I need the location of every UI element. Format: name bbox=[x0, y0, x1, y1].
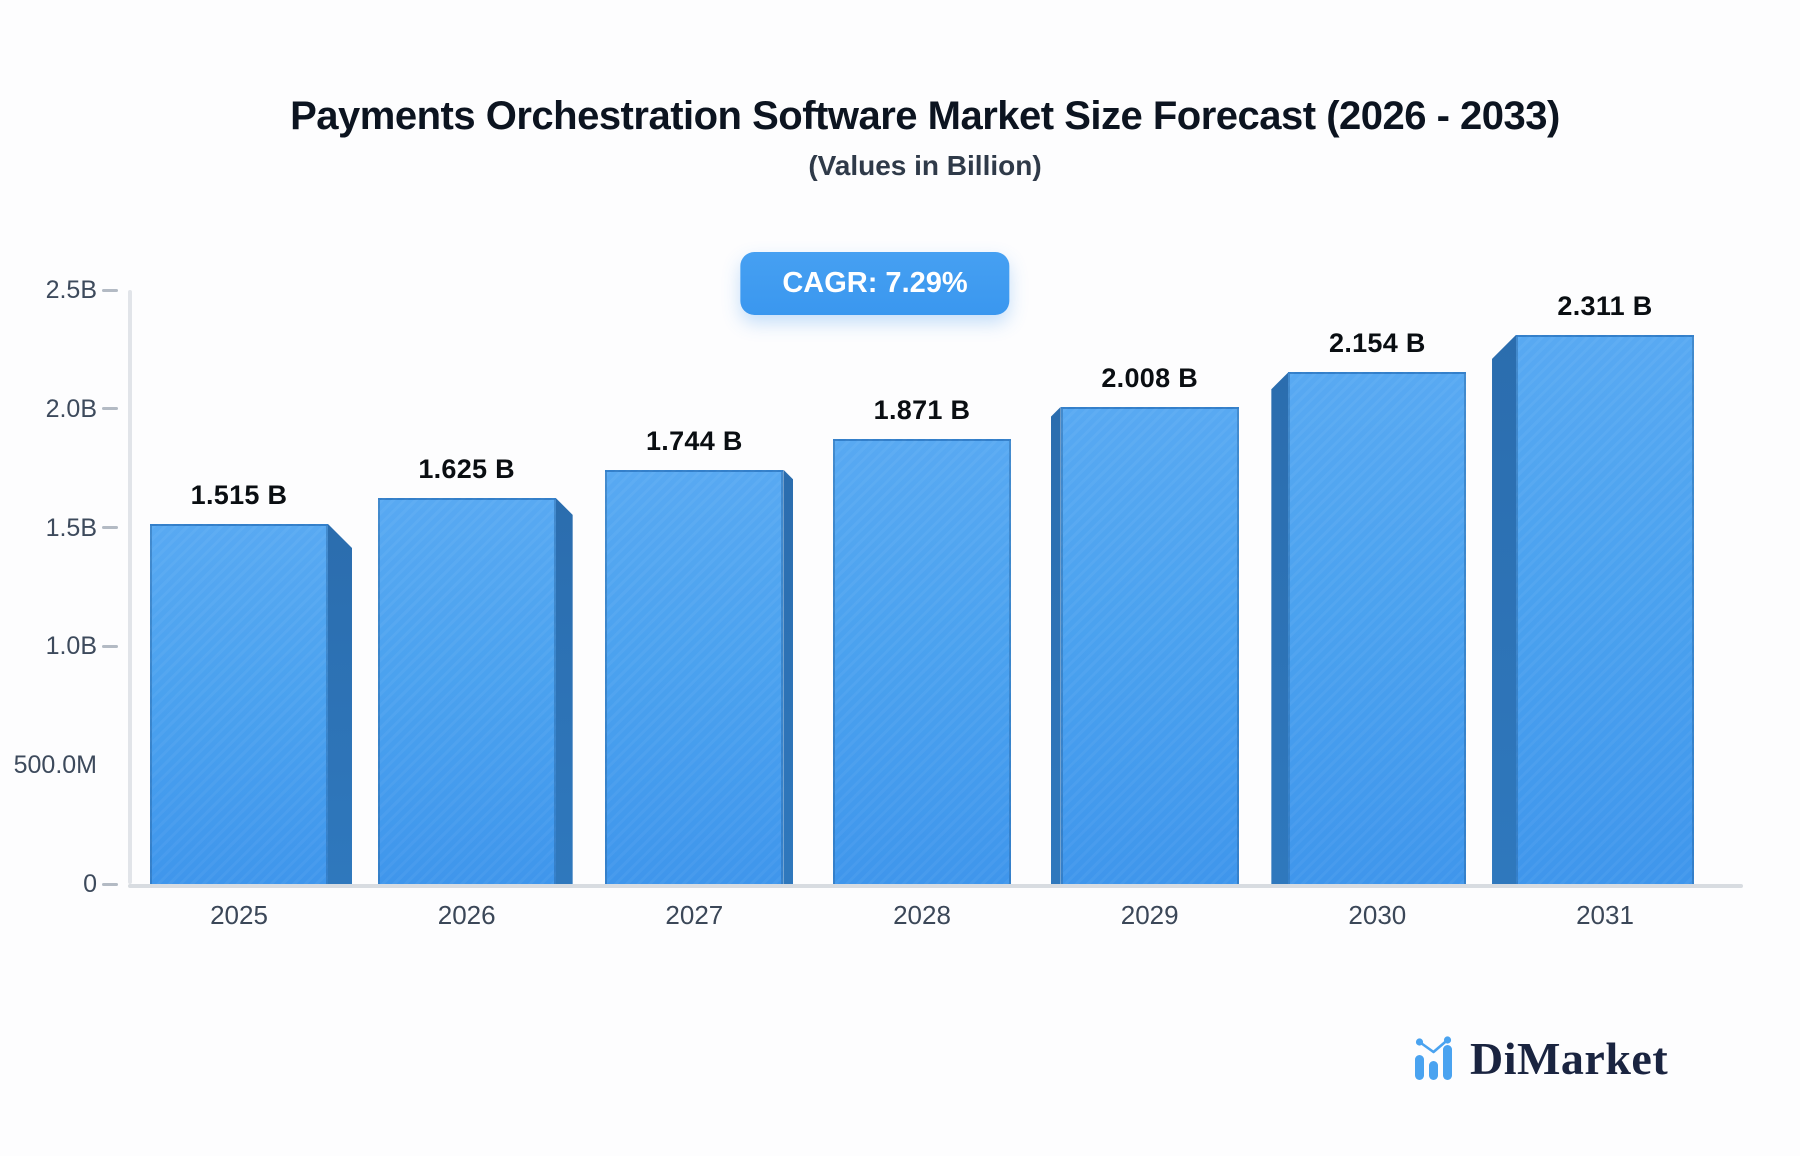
y-axis-tick bbox=[102, 526, 118, 530]
cagr-badge: CAGR: 7.29% bbox=[740, 252, 1010, 315]
bar-3d-side bbox=[1271, 372, 1289, 884]
x-axis-label: 2026 bbox=[437, 900, 496, 930]
bar-2028 bbox=[833, 439, 1011, 884]
bar-2026 bbox=[377, 497, 556, 884]
y-axis-label: 2.0B bbox=[45, 394, 97, 423]
bar-value-label: 1.625 B bbox=[418, 453, 515, 484]
logo-text: DiMarket bbox=[1470, 1033, 1669, 1084]
bar-2025 bbox=[150, 524, 328, 884]
bar-3d-side bbox=[783, 469, 794, 884]
x-axis-label: 2031 bbox=[1576, 900, 1634, 930]
bar-value-label: 2.154 B bbox=[1329, 328, 1426, 359]
bar-value-label: 1.871 B bbox=[873, 395, 971, 426]
y-axis-line bbox=[128, 290, 132, 884]
x-axis-label: 2028 bbox=[893, 900, 951, 930]
x-axis-label: 2027 bbox=[665, 900, 724, 930]
bar-value-label: 2.311 B bbox=[1557, 290, 1653, 321]
bar-3d-side bbox=[1050, 406, 1061, 884]
y-axis-label: 0 bbox=[83, 870, 97, 898]
y-axis-tick bbox=[102, 882, 118, 886]
bar-value-label: 1.515 B bbox=[190, 480, 288, 511]
bar-2029 bbox=[1060, 406, 1239, 884]
x-axis-label: 2030 bbox=[1348, 900, 1407, 930]
bar-3d-side bbox=[555, 497, 573, 884]
y-axis-tick bbox=[102, 407, 118, 411]
brand-logo: DiMarket bbox=[1412, 1036, 1668, 1082]
bar-value-label: 1.744 B bbox=[645, 425, 743, 456]
bar-3d-side bbox=[1492, 334, 1517, 884]
bar-3d-side bbox=[328, 524, 352, 884]
y-axis-label: 1.0B bbox=[45, 632, 97, 661]
bar-2027 bbox=[605, 469, 784, 884]
y-axis-label: 500.0M bbox=[13, 751, 97, 780]
y-axis-tick bbox=[102, 288, 118, 292]
chart-subtitle: (Values in Billion) bbox=[808, 150, 1042, 181]
bar-2031 bbox=[1516, 334, 1695, 884]
x-axis-label: 2029 bbox=[1120, 900, 1179, 930]
bar-2030 bbox=[1288, 372, 1467, 884]
bar-value-label: 2.008 B bbox=[1101, 362, 1198, 393]
y-axis-label: 2.5B bbox=[45, 276, 97, 304]
chart-title: Payments Orchestration Software Market S… bbox=[290, 94, 1560, 138]
logo-chart-icon bbox=[1415, 1036, 1452, 1080]
y-axis-label: 1.5B bbox=[45, 513, 97, 542]
x-axis-line bbox=[128, 884, 1743, 888]
y-axis-tick bbox=[102, 644, 118, 648]
x-axis-label: 2025 bbox=[210, 900, 268, 930]
